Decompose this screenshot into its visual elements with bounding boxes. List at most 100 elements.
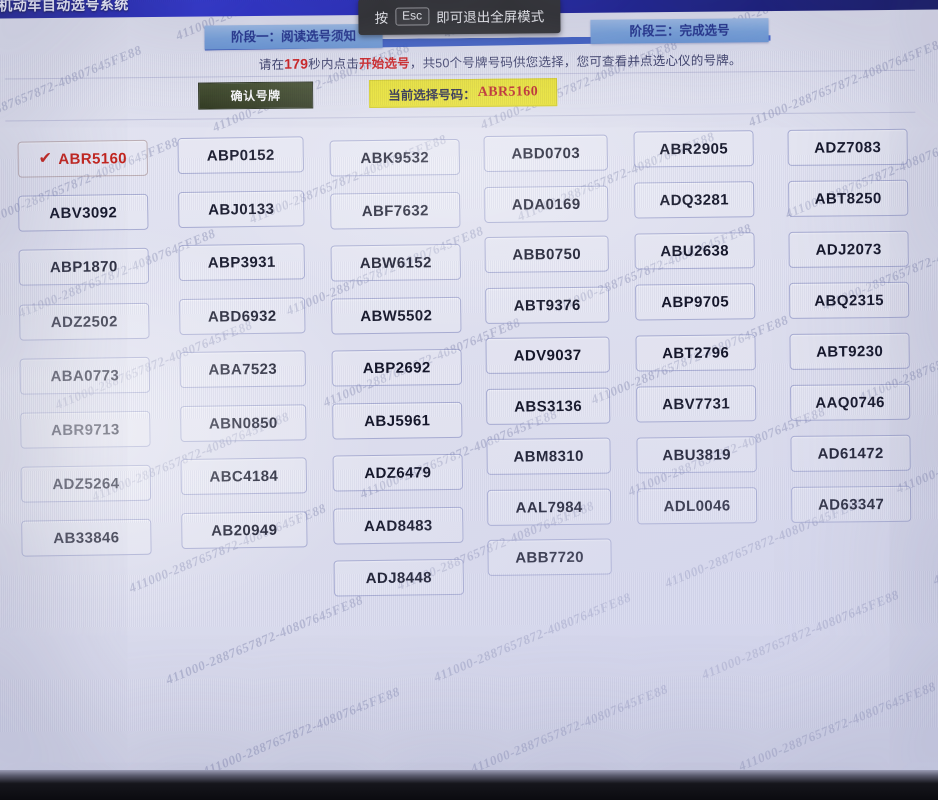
plate-number: ABT2796	[662, 343, 730, 362]
plate-number: ADZ2502	[50, 312, 118, 331]
plate-number: ABT8250	[814, 189, 882, 208]
plate-option[interactable]: ADZ7083	[787, 128, 908, 166]
plate-number: ABK9532	[360, 148, 430, 167]
plate-option[interactable]: ABB7720	[487, 538, 612, 576]
plate-option[interactable]: ABA7523	[179, 350, 307, 389]
plate-option[interactable]: ABK9532	[329, 138, 460, 177]
plate-number: ADL0046	[663, 496, 731, 515]
plate-option[interactable]: AB20949	[181, 510, 308, 549]
confirm-plate-label: 确认号牌	[230, 88, 281, 104]
notice-seconds: 179	[284, 55, 309, 72]
plate-option[interactable]: ADZ6479	[332, 453, 464, 492]
plate-option[interactable]: ABW5502	[331, 296, 462, 335]
plate-number: ABD6932	[207, 306, 277, 325]
plate-number: ABT9230	[816, 342, 884, 361]
plate-option[interactable]: ADL0046	[636, 487, 758, 525]
plate-number: ABQ2315	[814, 291, 884, 310]
plate-option[interactable]: ABA0773	[19, 356, 151, 395]
plate-option[interactable]: ADZ5264	[20, 464, 152, 503]
tooltip-suffix: 即可退出全屏模式	[436, 9, 545, 26]
plate-option[interactable]: AD63347	[790, 485, 912, 523]
plate-option[interactable]: ABJ0133	[178, 189, 305, 228]
plate-number: ADZ7083	[814, 138, 882, 157]
plate-option[interactable]: ABJ5961	[332, 401, 463, 440]
plate-option[interactable]: ABR9713	[20, 410, 151, 449]
plate-number: ABB7720	[515, 548, 585, 567]
plate-number: ADZ6479	[364, 463, 432, 482]
plate-number: ABC4184	[209, 467, 279, 486]
plate-number: AAD8483	[363, 516, 433, 535]
plate-option[interactable]: ✔ ABR5160	[17, 139, 149, 178]
plate-number: ABU2638	[660, 241, 730, 260]
plate-number: ABR5160	[58, 149, 128, 168]
plate-number: ABP0152	[206, 146, 275, 165]
current-selection-label: 当前选择号码：	[388, 87, 476, 103]
plate-number: ABP1870	[49, 258, 118, 277]
plate-option[interactable]: ABB0750	[484, 235, 609, 273]
plate-option[interactable]: ABR2905	[633, 130, 754, 168]
plate-number: ABN0850	[208, 413, 278, 432]
plate-option[interactable]: ABT8250	[787, 179, 909, 217]
plate-number: ADQ3281	[659, 190, 730, 209]
plate-option[interactable]: ADJ8448	[333, 558, 465, 597]
plate-option[interactable]: ADZ2502	[19, 302, 150, 341]
confirm-plate-button[interactable]: 确认号牌	[198, 81, 314, 110]
plate-option[interactable]: ABT9376	[484, 286, 610, 324]
plate-option[interactable]: ABQ2315	[788, 281, 910, 319]
plate-option[interactable]: ABU3819	[636, 436, 757, 474]
stage-tab-3[interactable]: 阶段三：完成选号	[590, 18, 769, 44]
plate-option[interactable]: ABN0850	[180, 403, 307, 442]
plate-option[interactable]: AAQ0746	[789, 383, 911, 421]
stage-tab-1[interactable]: 阶段一：阅读选号须知	[204, 23, 383, 50]
tooltip-prefix: 按	[374, 10, 389, 26]
plate-number: ABF7632	[361, 201, 429, 220]
plate-option[interactable]: ABS3136	[485, 387, 611, 425]
plate-option[interactable]: ABM8310	[486, 437, 611, 475]
plate-number: ABM8310	[513, 447, 584, 466]
plate-number: AB33846	[53, 529, 120, 548]
notice-part1: 请在	[258, 57, 285, 73]
plate-option[interactable]: ADQ3281	[633, 181, 755, 219]
notice-part3: ，共50个号牌号码供您选择，您可查看并点选心仪的号牌。	[409, 53, 742, 71]
plate-option[interactable]: ABT9230	[789, 332, 910, 370]
plate-number: AB20949	[211, 520, 278, 539]
plate-option[interactable]: ABW6152	[330, 243, 461, 282]
stage-tab-3-label: 阶段三：完成选号	[629, 23, 730, 39]
plate-option[interactable]: ABV7731	[635, 385, 757, 423]
plate-number: ABA0773	[50, 366, 120, 385]
plate-number: ABW5502	[360, 306, 433, 325]
plate-option[interactable]: ABC4184	[180, 457, 308, 496]
plate-number: ABJ0133	[208, 199, 275, 218]
plate-number: ABP3931	[207, 253, 276, 272]
plate-option[interactable]: ABP1870	[18, 248, 150, 287]
plate-option[interactable]: ABF7632	[330, 191, 461, 230]
plate-option[interactable]: AB33846	[21, 519, 152, 558]
plate-option[interactable]: ABD6932	[179, 296, 306, 335]
plate-option[interactable]: ABT2796	[635, 334, 756, 372]
current-selection-badge: 当前选择号码： ABR5160	[369, 78, 558, 108]
plate-option[interactable]: AD61472	[790, 434, 911, 472]
plate-option[interactable]: ABP0152	[177, 136, 304, 175]
plate-option[interactable]: AAD8483	[333, 506, 464, 545]
plate-number: ADZ5264	[52, 474, 120, 493]
plate-number: ABP9705	[661, 292, 730, 311]
plate-number: AAL7984	[515, 497, 583, 516]
stage-tab-1-label: 阶段一：阅读选号须知	[231, 29, 357, 45]
notice-part2: 秒内点击	[308, 57, 360, 72]
plate-option[interactable]: ADV9037	[485, 336, 610, 374]
plate-option[interactable]: ABP9705	[634, 283, 756, 321]
plate-number: ADJ8448	[365, 568, 432, 587]
plate-number: ADV9037	[513, 346, 582, 365]
plate-option[interactable]: ABU2638	[634, 232, 755, 270]
window-title: 机动车自动选号系统	[0, 0, 129, 14]
plate-option[interactable]: ABV3092	[18, 193, 149, 232]
plate-option[interactable]: ADA0169	[483, 185, 609, 223]
plate-option[interactable]: AAL7984	[486, 488, 612, 526]
plate-option[interactable]: ABP2692	[331, 348, 462, 387]
plate-option[interactable]: ABD0703	[483, 134, 608, 172]
plate-option[interactable]: ADJ2073	[788, 230, 909, 268]
plate-option[interactable]: ABP3931	[178, 243, 305, 282]
plate-number: ABD0703	[511, 144, 581, 163]
